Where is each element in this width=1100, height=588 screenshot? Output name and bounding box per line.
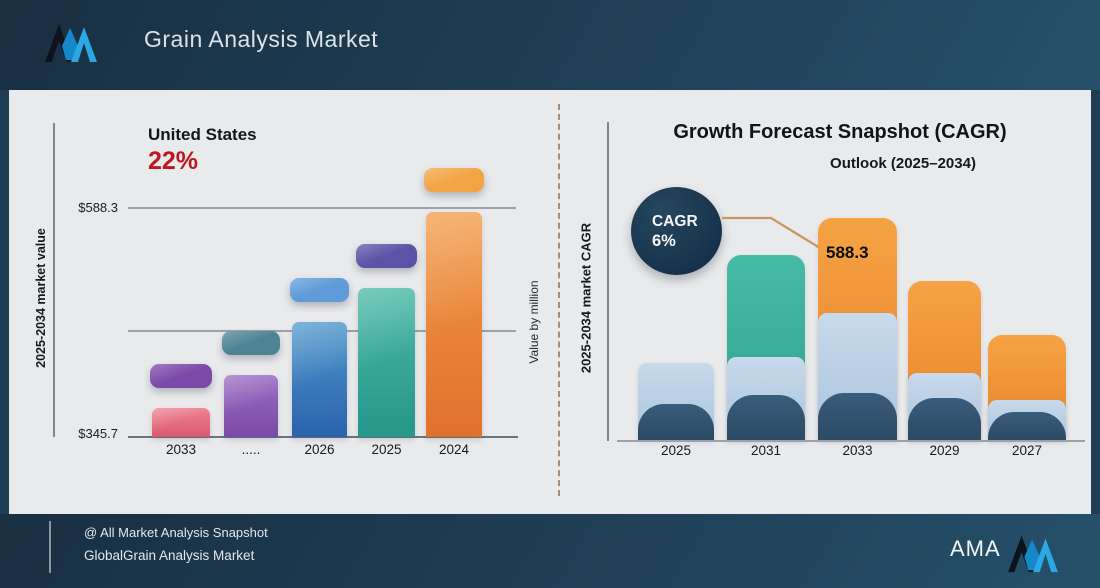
cagr-badge: CAGR 6% bbox=[631, 187, 722, 275]
page-title: Grain Analysis Market bbox=[144, 26, 379, 52]
panel-divider bbox=[558, 104, 560, 496]
y-tick-label-top: $588.3 bbox=[78, 200, 118, 215]
left-secondary-axis-title: Value by million bbox=[527, 280, 541, 364]
ama-logo-footer-icon bbox=[1008, 535, 1058, 573]
right-chart-subtitle: Outlook (2025–2034) bbox=[830, 155, 976, 172]
gridline-upper bbox=[128, 207, 516, 209]
footer-band bbox=[0, 514, 1100, 588]
left-chart-title: United States bbox=[148, 125, 257, 144]
footer-market-text: GlobalGrain Analysis Market bbox=[84, 548, 255, 563]
right-y-axis-line bbox=[607, 122, 609, 441]
footer-divider-line bbox=[49, 521, 51, 573]
right-y-axis-title: 2025-2034 market CAGR bbox=[578, 222, 594, 374]
left-bar-2033 bbox=[152, 408, 210, 437]
right-chart-title: Growth Forecast Snapshot (CAGR) bbox=[673, 121, 1007, 143]
left-edge-strip bbox=[0, 90, 9, 514]
cagr-badge-value: 6% bbox=[652, 231, 676, 250]
x-tick-label-left: 2033 bbox=[165, 442, 197, 457]
left-x-axis-line bbox=[128, 436, 518, 438]
left-bar-cap-2033 bbox=[150, 364, 212, 388]
left-bar-2024 bbox=[426, 212, 482, 437]
left-bar-cap-2025 bbox=[356, 244, 417, 268]
left-bar-cap-2026 bbox=[290, 278, 349, 302]
x-tick-label-left: 2024 bbox=[438, 442, 470, 457]
right-bar-base-2029 bbox=[908, 398, 981, 440]
right-bar-base-2025 bbox=[638, 404, 714, 440]
x-tick-label-right: 2033 bbox=[842, 443, 873, 458]
header-band: Grain Analysis Market bbox=[0, 0, 1100, 90]
bar-annotation-value: 588.3 bbox=[826, 243, 869, 262]
x-tick-label-right: 2025 bbox=[660, 443, 692, 458]
cagr-badge-label: CAGR bbox=[652, 212, 698, 230]
footer-snapshot-text: @ All Market Analysis Snapshot bbox=[84, 525, 268, 540]
x-tick-label-right: 2029 bbox=[929, 443, 960, 458]
y-tick-label-bottom: $345.7 bbox=[78, 426, 118, 441]
left-y-axis-title: 2025-2034 market value bbox=[34, 228, 48, 368]
footer-brand-text: AMA bbox=[950, 536, 1001, 561]
right-bar-base-2031 bbox=[727, 395, 805, 440]
x-tick-label-left: 2025 bbox=[371, 442, 402, 457]
left-chart-highlight-value: 22% bbox=[148, 147, 199, 175]
right-x-axis-line bbox=[617, 440, 1085, 442]
left-bar-cap-..... bbox=[222, 331, 280, 355]
ama-logo-icon bbox=[45, 24, 97, 62]
x-tick-label-left: ..... bbox=[241, 442, 261, 457]
right-bar-base-2027 bbox=[988, 412, 1066, 440]
x-tick-label-right: 2027 bbox=[1011, 443, 1043, 458]
x-tick-label-left: 2026 bbox=[304, 442, 335, 457]
right-bar-base-2033 bbox=[818, 393, 897, 440]
left-bar-2025 bbox=[358, 288, 415, 437]
left-bar-cap-2024 bbox=[424, 168, 484, 192]
left-bar-2026 bbox=[292, 322, 347, 437]
right-edge-strip bbox=[1091, 90, 1100, 514]
x-tick-label-right: 2031 bbox=[750, 443, 782, 458]
left-y-axis-line bbox=[53, 123, 55, 437]
left-bar-..... bbox=[224, 375, 278, 437]
